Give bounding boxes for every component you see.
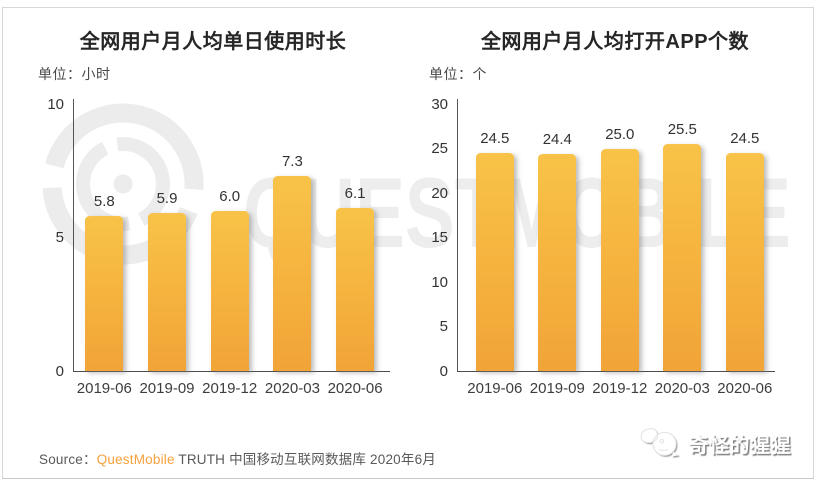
bar xyxy=(273,176,312,371)
x-tick-label: 2020-06 xyxy=(717,380,773,397)
bar xyxy=(538,153,577,371)
bar xyxy=(663,144,702,371)
card-frame xyxy=(2,7,814,479)
y-tick-label: 25 xyxy=(431,140,448,157)
x-tick-label: 2019-12 xyxy=(592,380,648,397)
y-tick-label: 10 xyxy=(431,273,448,291)
source-suffix: TRUTH 中国移动互联网数据库 2020年6月 xyxy=(174,452,436,467)
x-tick-label: 2020-03 xyxy=(654,380,710,397)
y-tick-label: 0 xyxy=(439,362,448,380)
x-tick-label: 2019-09 xyxy=(529,380,585,397)
x-tick-label: 2019-09 xyxy=(139,380,195,397)
bar xyxy=(725,152,764,371)
bar-value-label: 6.1 xyxy=(344,185,366,203)
x-tick-label: 2019-12 xyxy=(202,380,258,397)
bar-value-label: 25.5 xyxy=(667,121,697,139)
source-line: Source：QuestMobile TRUTH 中国移动互联网数据库 2020… xyxy=(39,452,436,467)
bar-value-label: 24.5 xyxy=(730,129,760,147)
x-tick-label: 2020-06 xyxy=(327,380,383,397)
x-tick-label: 2019-06 xyxy=(467,380,523,397)
bar-value-label: 7.3 xyxy=(281,153,303,171)
x-axis-line xyxy=(73,370,390,372)
x-tick-label: 2020-03 xyxy=(264,380,320,397)
x-tick-label: 2019-06 xyxy=(76,380,132,397)
right-chart-title: 全网用户月人均打开APP个数 xyxy=(480,31,750,53)
y-tick-label: 10 xyxy=(47,95,64,113)
gorilla-icon xyxy=(640,427,679,457)
bar xyxy=(85,216,124,371)
author-stamp-text: 奇怪的猩猩 xyxy=(688,434,791,457)
bar xyxy=(475,152,514,371)
left-chart-unit-label: 单位：小时 xyxy=(38,66,111,82)
y-tick-label: 0 xyxy=(55,362,64,380)
y-axis-line xyxy=(457,99,459,371)
bar-value-label: 24.4 xyxy=(542,130,572,148)
bar xyxy=(600,148,639,371)
bar-value-label: 25.0 xyxy=(605,125,635,143)
bar-value-label: 6.0 xyxy=(219,187,241,205)
y-axis-line xyxy=(73,99,75,371)
y-tick-label: 30 xyxy=(431,95,448,113)
bar xyxy=(210,210,249,371)
bar xyxy=(336,208,375,371)
author-stamp: 奇怪的猩猩 xyxy=(638,425,792,461)
left-chart-title: 全网用户月人均单日使用时长 xyxy=(79,31,347,53)
bar-value-label: 5.9 xyxy=(156,190,178,208)
y-tick-label: 5 xyxy=(439,318,448,335)
source-prefix: Source： xyxy=(39,452,97,467)
right-chart-unit-label: 单位：个 xyxy=(429,66,487,82)
bar xyxy=(148,213,186,371)
bar-value-label: 5.8 xyxy=(93,193,115,211)
y-tick-label: 5 xyxy=(55,229,64,246)
x-axis-line xyxy=(457,370,775,372)
y-tick-label: 15 xyxy=(431,229,448,246)
source-brand: QuestMobile xyxy=(96,452,175,467)
y-tick-label: 20 xyxy=(431,184,448,202)
bar-value-label: 24.5 xyxy=(480,129,510,147)
